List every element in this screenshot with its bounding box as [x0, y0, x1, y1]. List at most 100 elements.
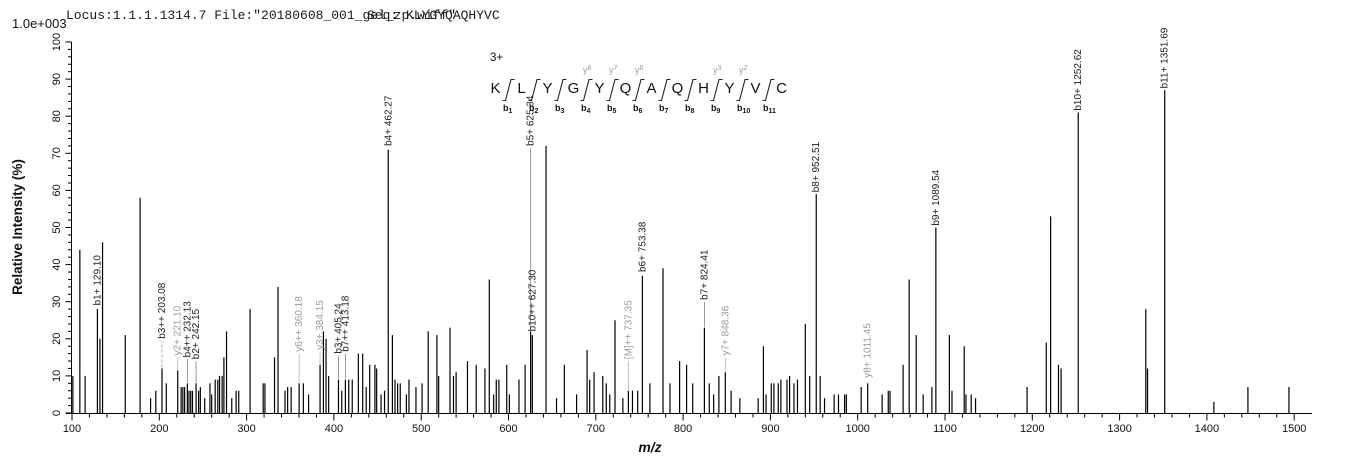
- precursor-charge-label: 3+: [490, 52, 504, 64]
- x-tick-label: 800: [674, 423, 692, 435]
- locus-file-label: Locus:1.1.1.1314.7 File:"20180608_001_ge…: [66, 8, 457, 23]
- residue-letter: H: [698, 80, 709, 97]
- b-ion-peak-label: b1+ 129.10: [92, 255, 103, 306]
- b-ion-peak-label: b3++ 203.08: [157, 282, 168, 339]
- b-ion-label: b1: [503, 103, 513, 115]
- residue-letter: C: [776, 80, 787, 97]
- fragment-slash-icon: [736, 78, 749, 102]
- x-tick-label: 300: [237, 423, 255, 435]
- residue-letter: G: [567, 80, 580, 97]
- y-ion-peak-label: y2+ 221.10: [173, 305, 184, 355]
- b-ion-peak-label: b9+ 1089.54: [931, 169, 942, 225]
- x-tick-label: 1300: [1107, 423, 1131, 435]
- fragment-slash-icon: [580, 78, 593, 102]
- y-ion-peak-label: y8+ 1011.45: [863, 323, 874, 378]
- x-tick-label: 100: [63, 423, 81, 435]
- y-ion-label: y3: [713, 65, 722, 75]
- fragment-marker: b8: [684, 76, 697, 115]
- x-tick-label: 600: [499, 423, 517, 435]
- residue-letter: L: [517, 80, 526, 97]
- residue-letter: A: [646, 80, 657, 97]
- residue-letter: Q: [671, 80, 684, 97]
- fragment-marker: b7: [658, 76, 671, 115]
- fragment-marker: b4 y8: [580, 65, 593, 115]
- x-tick-label: 700: [587, 423, 605, 435]
- fragment-marker: b6 y6: [632, 65, 645, 115]
- x-tick-label: 200: [150, 423, 168, 435]
- residue-letter: K: [490, 80, 501, 97]
- b-ion-label: b8: [685, 103, 695, 115]
- fragment-slash-icon: [658, 78, 671, 102]
- b-ion-label: b4: [581, 103, 591, 115]
- b-ion-label: b10: [737, 103, 751, 115]
- fragment-marker: b1: [502, 76, 515, 115]
- x-tick-label: 500: [412, 423, 430, 435]
- b-ion-peak-label: b7++ 413.18: [340, 295, 351, 352]
- b-ion-peak-label: b2+ 242.15: [191, 308, 202, 359]
- residue-letter: Q: [619, 80, 632, 97]
- b-ion-peak-label: b4++ 232.13: [182, 301, 193, 358]
- fragment-slash-icon: [710, 78, 723, 102]
- intensity-scale-label: 1.0e+003: [12, 16, 67, 31]
- b-ion-label: b7: [659, 103, 669, 115]
- fragment-slash-icon: [606, 78, 619, 102]
- b-ion-peak-label: b8+ 952.51: [811, 141, 822, 192]
- x-tick-label: 400: [325, 423, 343, 435]
- x-tick-label: 1400: [1195, 423, 1219, 435]
- b-ion-peak-label: b4+ 462.27: [383, 95, 394, 146]
- x-tick-label: 1100: [933, 423, 957, 435]
- x-tick-label: 900: [761, 423, 779, 435]
- b-ion-label: b5: [607, 103, 617, 115]
- y-tick-label: 80: [51, 110, 63, 122]
- y-ion-peak-label: y6++ 360.18: [294, 296, 305, 352]
- y-tick-label: 100: [51, 33, 63, 51]
- fragment-slash-icon: [762, 78, 775, 102]
- fragment-slash-icon: [632, 78, 645, 102]
- b-ion-peak-label: b7+ 824.41: [699, 249, 710, 300]
- y-ion-peak-label: y3+ 384.15: [315, 300, 326, 350]
- b-ion-label: b9: [711, 103, 721, 115]
- y-ion-peak-label: [M]++ 737.35: [623, 300, 634, 359]
- fragment-slash-icon: [502, 78, 515, 102]
- fragment-slash-icon: [554, 78, 567, 102]
- y-tick-label: 50: [51, 221, 63, 233]
- b-ion-label: b6: [633, 103, 643, 115]
- fragment-marker: b2: [528, 76, 541, 115]
- sequence-label: Seq: KLYGYQAQHYVC: [367, 8, 500, 23]
- b-ion-peak-label: b11+ 1351.69: [1160, 27, 1171, 88]
- fragment-marker: b10 y2: [736, 65, 750, 115]
- residue-letter: Y: [542, 80, 553, 97]
- x-tick-label: 1000: [845, 423, 869, 435]
- b-ion-label: b2: [529, 103, 539, 115]
- fragment-marker: b3: [554, 76, 567, 115]
- y-tick-label: 70: [51, 147, 63, 159]
- b-ion-peak-label: b10++ 627.30: [527, 269, 538, 331]
- residue-letter: Y: [594, 80, 605, 97]
- y-tick-label: 90: [51, 73, 63, 85]
- fragment-slash-icon: [528, 78, 541, 102]
- residue-letter: V: [750, 80, 761, 97]
- b-ion-peak-label: b10+ 1252.62: [1073, 49, 1084, 111]
- y-ion-label: y8: [583, 65, 592, 75]
- y-tick-label: 30: [51, 296, 63, 308]
- b-ion-label: b3: [555, 103, 565, 115]
- x-tick-label: 1200: [1020, 423, 1044, 435]
- residue-letter: Y: [724, 80, 735, 97]
- y-tick-label: 40: [51, 258, 63, 270]
- y-ion-label: y6: [635, 65, 644, 75]
- b-ion-peak-label: b6+ 753.38: [637, 221, 648, 272]
- x-axis-title: m/z: [638, 439, 661, 455]
- y-tick-label: 0: [51, 410, 63, 416]
- fragment-slash-icon: [684, 78, 697, 102]
- b-ion-peak-label: b5+ 625.34: [526, 95, 537, 146]
- y-tick-label: 10: [51, 370, 63, 382]
- fragment-marker: b5 y7: [606, 65, 619, 115]
- y-tick-label: 20: [51, 333, 63, 345]
- y-ion-label: y2: [739, 65, 748, 75]
- b-ion-label: b11: [763, 103, 776, 115]
- y-ion-peak-label: y7+ 848.36: [720, 305, 731, 355]
